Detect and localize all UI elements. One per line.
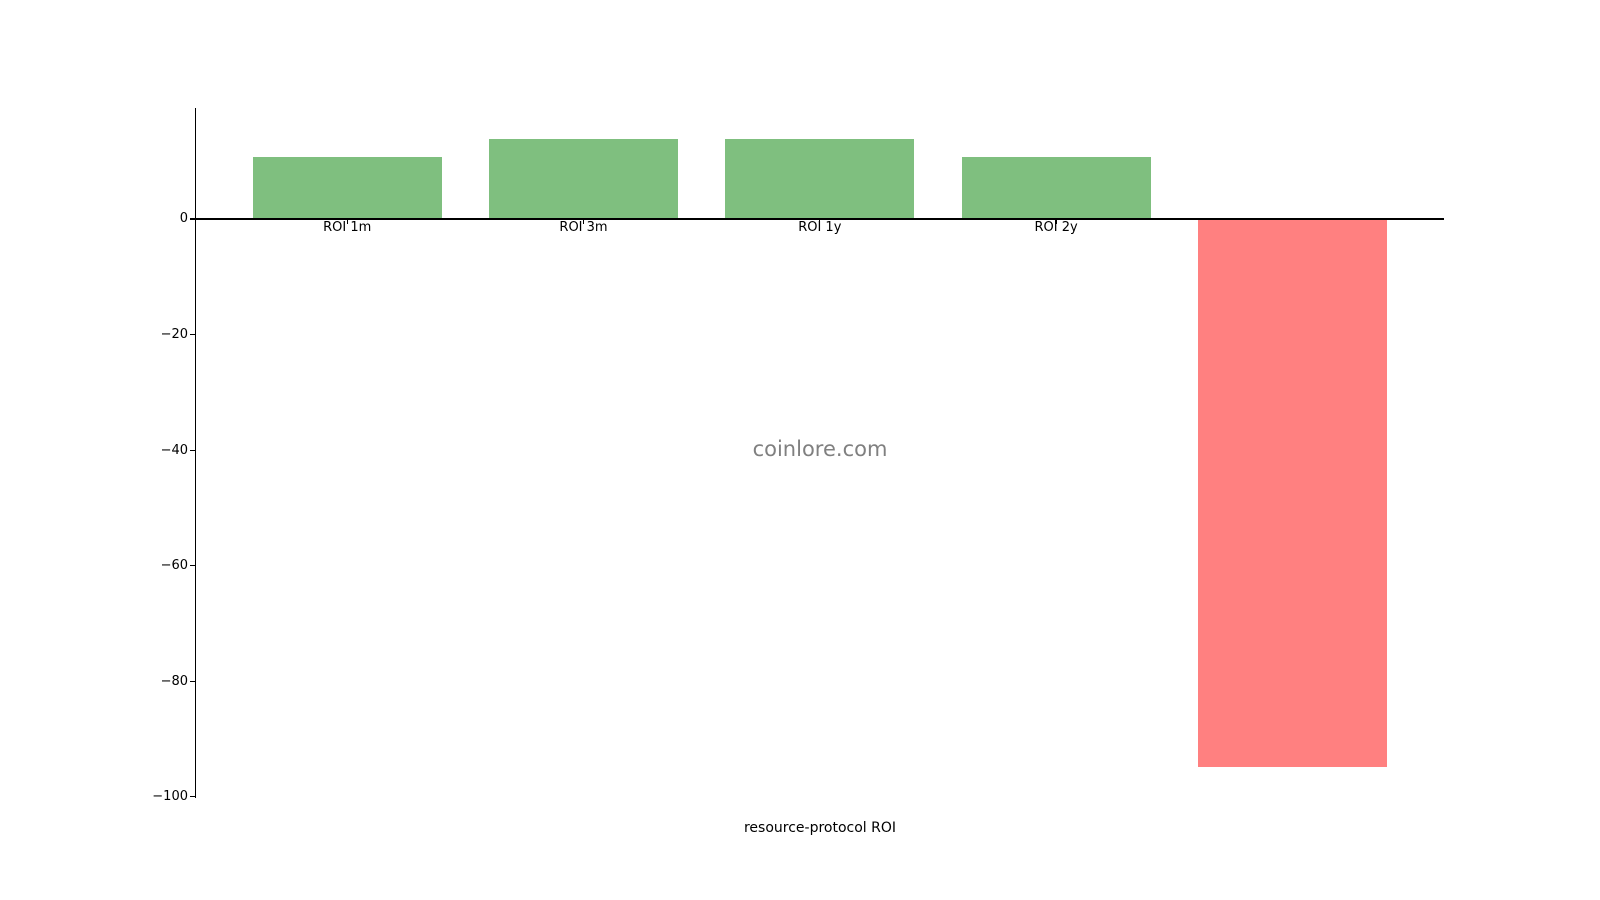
x-tick-mark: [819, 218, 821, 225]
y-tick-mark: [189, 565, 195, 567]
bar-roi-1m: [252, 157, 442, 219]
x-tick-mark: [1055, 218, 1057, 225]
x-axis-title: resource-protocol ROI: [743, 820, 897, 836]
watermark: coinlore.com: [752, 437, 888, 461]
y-tick-mark: [189, 796, 195, 798]
y-tick-label: 0: [179, 211, 188, 227]
x-tick-label: ROI 3m: [559, 220, 608, 236]
y-tick-label: −80: [160, 673, 188, 689]
bar-unlabeled: [1197, 218, 1387, 767]
y-tick-mark: [189, 449, 195, 451]
x-tick-label: ROI 2y: [1034, 220, 1078, 236]
x-tick-label: ROI 1m: [323, 220, 372, 236]
y-tick-mark: [189, 680, 195, 682]
y-tick-mark: [189, 218, 195, 220]
y-tick-label: −40: [160, 442, 188, 458]
x-tick-mark: [346, 218, 348, 225]
y-axis-spine: [194, 108, 196, 798]
bar-roi-2y: [961, 157, 1151, 219]
y-tick-label: −100: [152, 789, 188, 805]
y-tick-label: −60: [160, 558, 188, 574]
x-axis-zero-line: [194, 218, 1444, 220]
y-tick-label: −20: [160, 327, 188, 343]
x-tick-label: ROI 1y: [798, 220, 842, 236]
x-tick-mark: [582, 218, 585, 225]
bar-roi-3m: [488, 139, 678, 219]
bar-roi-1y: [725, 139, 915, 219]
y-tick-mark: [189, 333, 195, 336]
